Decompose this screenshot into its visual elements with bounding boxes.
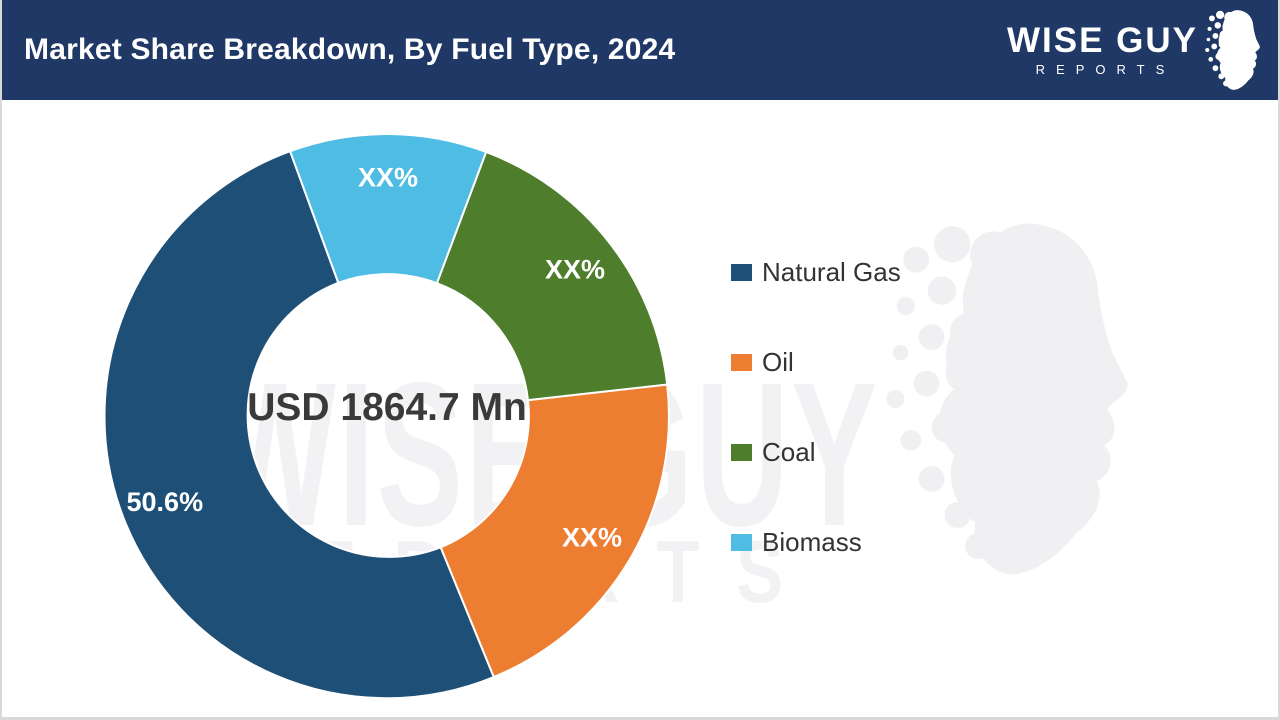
legend-swatch-biomass — [731, 533, 752, 551]
legend-item-coal[interactable]: Coal — [731, 436, 815, 468]
donut-slice-coal[interactable] — [435, 151, 669, 402]
legend-item-biomass[interactable]: Biomass — [731, 526, 862, 558]
logo-line2: REPORTS — [1035, 62, 1176, 77]
logo-line1: WISE GUY — [1006, 21, 1198, 60]
legend-label-biomass: Biomass — [762, 526, 862, 557]
head-profile-dots-icon — [1205, 10, 1260, 90]
logo-wordmark: WISE GUY REPORTS — [1007, 23, 1198, 77]
legend-swatch-natural-gas — [731, 263, 752, 281]
legend-label-oil: Oil — [762, 346, 794, 377]
brand-logo: WISE GUY REPORTS — [1007, 9, 1264, 91]
legend: Natural Gas Oil Coal Biomass — [731, 100, 1151, 717]
donut-slice-natural-gas[interactable] — [103, 150, 495, 700]
slice-label-natural-gas: 50.6% — [127, 487, 204, 517]
donut-slice-oil[interactable] — [439, 383, 670, 678]
chart-area: WISE GUY REPORTS 50.6%XX%XX%XX% USD 1864… — [2, 100, 1278, 717]
legend-swatch-oil — [731, 353, 752, 371]
legend-label-natural-gas: Natural Gas — [762, 256, 901, 287]
page-title: Market Share Breakdown, By Fuel Type, 20… — [24, 33, 676, 66]
legend-item-natural-gas[interactable]: Natural Gas — [731, 256, 901, 288]
legend-label-coal: Coal — [762, 436, 816, 467]
slice-label-biomass: XX% — [358, 163, 418, 193]
legend-swatch-coal — [731, 443, 752, 461]
donut-chart: 50.6% XX% XX% XX% — [103, 133, 670, 700]
donut-center-value: USD 1864.7 Mn — [247, 386, 527, 429]
donut-slice-biomass[interactable] — [289, 133, 488, 285]
slice-label-oil: XX% — [562, 523, 622, 553]
header: Market Share Breakdown, By Fuel Type, 20… — [2, 0, 1278, 100]
legend-item-oil[interactable]: Oil — [731, 346, 794, 378]
slice-label-coal: XX% — [545, 255, 605, 285]
